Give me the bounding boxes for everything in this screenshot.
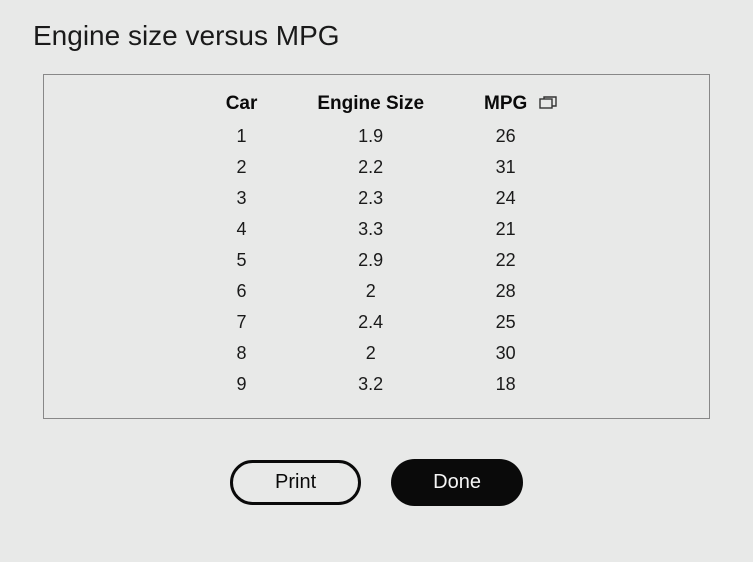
- cell-car: 6: [196, 276, 288, 307]
- cell-engine: 2.9: [287, 245, 454, 276]
- table-row: 5 2.9 22: [196, 245, 558, 276]
- cell-mpg: 18: [454, 369, 557, 400]
- column-header-mpg-label: MPG: [484, 93, 527, 114]
- cell-engine: 3.2: [287, 369, 454, 400]
- copy-icon[interactable]: [539, 96, 557, 118]
- cell-engine: 2.3: [287, 183, 454, 214]
- column-header-mpg: MPG: [454, 87, 557, 121]
- table-row: 7 2.4 25: [196, 307, 558, 338]
- cell-engine: 2: [287, 338, 454, 369]
- cell-mpg: 26: [454, 121, 557, 152]
- table-row: 1 1.9 26: [196, 121, 558, 152]
- table-body: 1 1.9 26 2 2.2 31 3 2.3 24 4 3.3 21 5 2.: [196, 121, 558, 400]
- print-button[interactable]: Print: [230, 460, 361, 505]
- table-row: 6 2 28: [196, 276, 558, 307]
- cell-engine: 2.2: [287, 152, 454, 183]
- cell-car: 1: [196, 121, 288, 152]
- button-row: Print Done: [25, 459, 728, 506]
- data-table: Car Engine Size MPG 1 1.9 26: [196, 87, 558, 400]
- cell-mpg: 30: [454, 338, 557, 369]
- cell-engine: 2: [287, 276, 454, 307]
- cell-mpg: 25: [454, 307, 557, 338]
- column-header-car: Car: [196, 87, 288, 121]
- table-row: 4 3.3 21: [196, 214, 558, 245]
- cell-mpg: 24: [454, 183, 557, 214]
- cell-car: 9: [196, 369, 288, 400]
- cell-mpg: 21: [454, 214, 557, 245]
- table-header-row: Car Engine Size MPG: [196, 87, 558, 121]
- cell-car: 8: [196, 338, 288, 369]
- cell-mpg: 22: [454, 245, 557, 276]
- cell-car: 2: [196, 152, 288, 183]
- page-title: Engine size versus MPG: [33, 20, 728, 52]
- cell-engine: 3.3: [287, 214, 454, 245]
- table-row: 8 2 30: [196, 338, 558, 369]
- column-header-engine-size: Engine Size: [287, 87, 454, 121]
- cell-car: 7: [196, 307, 288, 338]
- cell-mpg: 31: [454, 152, 557, 183]
- cell-engine: 2.4: [287, 307, 454, 338]
- cell-car: 5: [196, 245, 288, 276]
- table-row: 2 2.2 31: [196, 152, 558, 183]
- cell-mpg: 28: [454, 276, 557, 307]
- cell-engine: 1.9: [287, 121, 454, 152]
- cell-car: 4: [196, 214, 288, 245]
- done-button[interactable]: Done: [391, 459, 523, 506]
- cell-car: 3: [196, 183, 288, 214]
- data-table-container: Car Engine Size MPG 1 1.9 26: [43, 74, 710, 419]
- table-row: 9 3.2 18: [196, 369, 558, 400]
- table-row: 3 2.3 24: [196, 183, 558, 214]
